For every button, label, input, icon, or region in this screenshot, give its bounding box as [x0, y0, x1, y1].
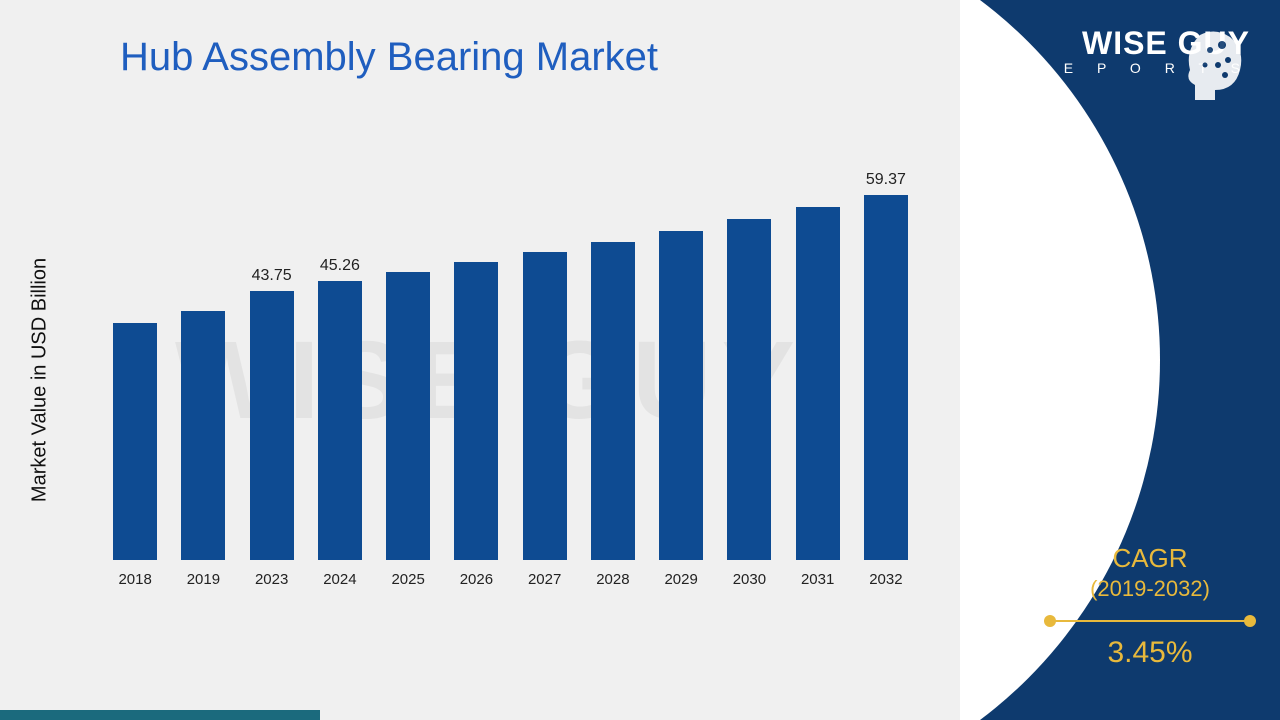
chart-area: Market Value in USD Billion WISE GUY 201…	[60, 160, 920, 600]
bar-slot: 2025	[374, 160, 442, 560]
bar	[796, 207, 840, 560]
bar: 59.37	[864, 195, 908, 560]
bar-slot: 43.752023	[238, 160, 306, 560]
x-tick-label: 2026	[460, 571, 493, 588]
bar	[659, 231, 703, 560]
bar-slot: 2027	[511, 160, 579, 560]
bar	[591, 242, 635, 560]
plot: 2018201943.75202345.26202420252026202720…	[100, 160, 920, 560]
x-tick-label: 2023	[255, 571, 288, 588]
cagr-block: CAGR (2019-2032) 3.45%	[1020, 543, 1280, 670]
bar-slot: 2026	[442, 160, 510, 560]
bar: 43.75	[250, 291, 294, 560]
x-tick-label: 2019	[187, 571, 220, 588]
bar	[113, 323, 157, 560]
chart-title: Hub Assembly Bearing Market	[120, 35, 658, 80]
cagr-range: (2019-2032)	[1020, 576, 1280, 602]
bar-value-label: 43.75	[252, 267, 292, 285]
right-panel: WISE GUY R E P O R T S CAGR (2019-2032) …	[960, 0, 1280, 720]
bar-slot: 2019	[169, 160, 237, 560]
x-tick-label: 2024	[323, 571, 356, 588]
y-axis-label: Market Value in USD Billion	[29, 258, 52, 502]
brand-logo: WISE GUY R E P O R T S	[990, 25, 1250, 76]
x-tick-label: 2018	[118, 571, 151, 588]
x-tick-label: 2025	[391, 571, 424, 588]
bar	[727, 219, 771, 560]
cagr-title: CAGR	[1020, 543, 1280, 574]
stage: WISE GUY R E P O R T S CAGR (2019-2032) …	[0, 0, 1280, 720]
brain-head-icon	[1180, 25, 1250, 105]
bars-container: 2018201943.75202345.26202420252026202720…	[101, 160, 920, 560]
bar-slot: 2031	[784, 160, 852, 560]
bar-slot: 2030	[715, 160, 783, 560]
bar-slot: 2018	[101, 160, 169, 560]
bar	[523, 252, 567, 560]
x-tick-label: 2030	[733, 571, 766, 588]
x-tick-label: 2028	[596, 571, 629, 588]
x-tick-label: 2031	[801, 571, 834, 588]
x-tick-label: 2027	[528, 571, 561, 588]
footer-accent-bar	[0, 710, 320, 720]
bar-value-label: 59.37	[866, 171, 906, 189]
bar-slot: 45.262024	[306, 160, 374, 560]
bar-slot: 2029	[647, 160, 715, 560]
x-tick-label: 2032	[869, 571, 902, 588]
cagr-divider	[1050, 620, 1250, 622]
bar	[181, 311, 225, 560]
bar-slot: 59.372032	[852, 160, 920, 560]
bar: 45.26	[318, 281, 362, 560]
bar	[454, 262, 498, 560]
x-tick-label: 2029	[664, 571, 697, 588]
bar-value-label: 45.26	[320, 257, 360, 275]
bar	[386, 272, 430, 560]
cagr-value: 3.45%	[1020, 636, 1280, 670]
bar-slot: 2028	[579, 160, 647, 560]
